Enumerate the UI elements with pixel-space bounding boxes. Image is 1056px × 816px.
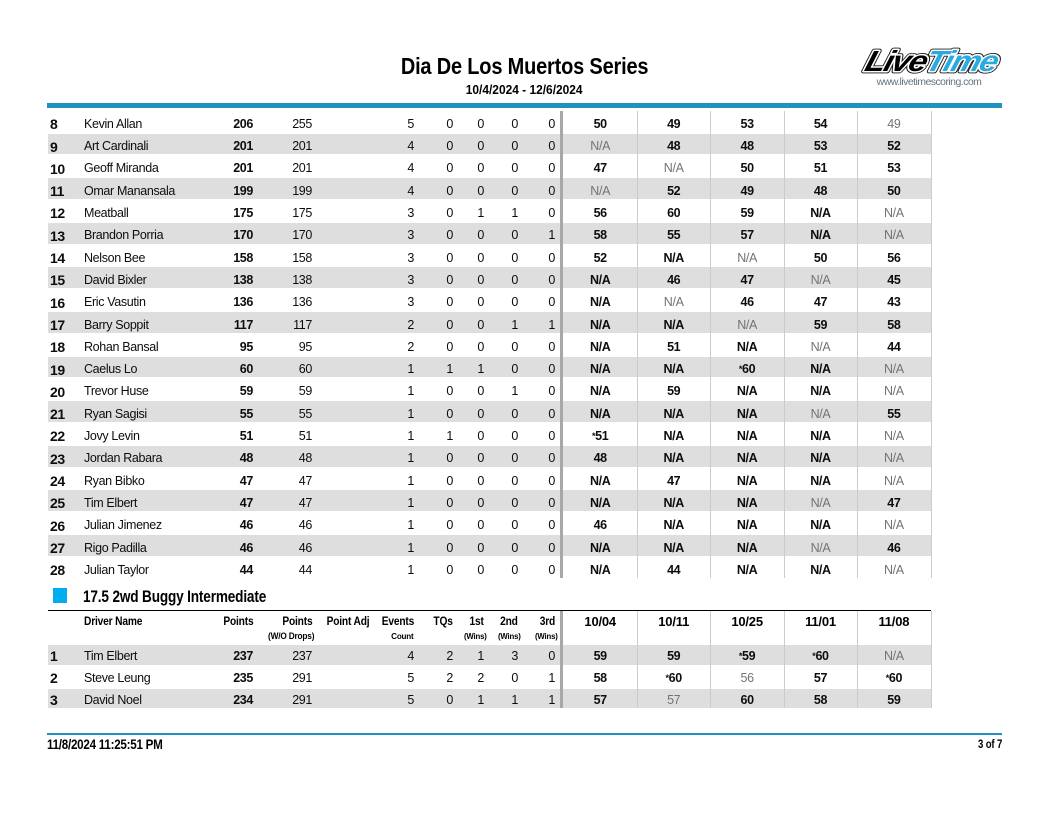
svg-text:LiveTime: LiveTime <box>862 45 1003 78</box>
svg-text:LiveTime: LiveTime <box>862 45 1003 78</box>
svg-text:LiveTime: LiveTime <box>862 45 1003 78</box>
